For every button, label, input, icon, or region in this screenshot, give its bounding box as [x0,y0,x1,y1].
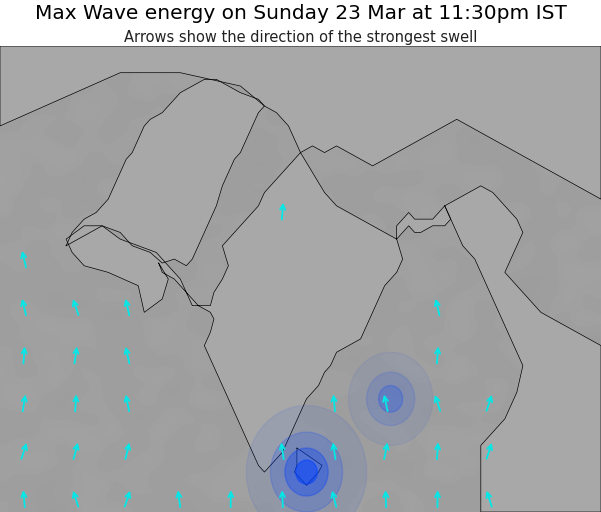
Text: Max Wave energy on Sunday 23 Mar at 11:30pm IST: Max Wave energy on Sunday 23 Mar at 11:3… [35,4,566,24]
Polygon shape [246,406,367,512]
Polygon shape [270,432,343,512]
Polygon shape [66,153,403,472]
Polygon shape [285,448,328,496]
Polygon shape [66,79,264,266]
Polygon shape [367,372,415,425]
Polygon shape [349,352,433,445]
Polygon shape [0,46,601,199]
Polygon shape [445,186,601,512]
Text: Arrows show the direction of the strongest swell: Arrows show the direction of the stronge… [124,30,477,45]
Polygon shape [294,448,322,485]
Polygon shape [379,386,403,412]
Polygon shape [397,206,451,239]
Polygon shape [296,460,317,484]
